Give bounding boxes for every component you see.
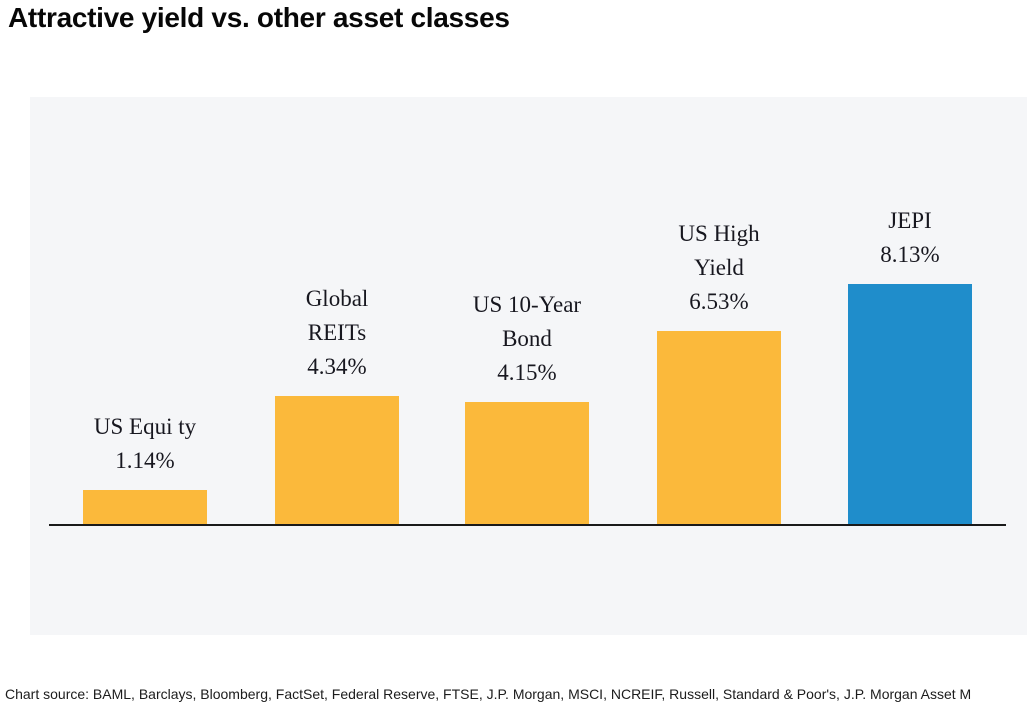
bar-us-equity (83, 490, 207, 524)
bar-label-us-equity: US Equi ty 1.14% (93, 414, 197, 473)
bar-jepi (848, 284, 972, 524)
bar-label-us-10-year-bond: US 10-Year Bond 4.15% (472, 292, 582, 385)
chart-panel: US Equi ty 1.14% Global REITs 4.34% US 10-Yea… (30, 97, 1027, 635)
bar-label-jepi: JEPI 8.13% (880, 208, 940, 267)
bar-global-reits (275, 396, 399, 524)
bar-us-10-year-bond (465, 402, 589, 524)
x-axis-line (49, 524, 1006, 526)
page-title: Attractive yield vs. other asset classes (8, 2, 510, 33)
bar-label-us-high-yield: US High Yield 6.53% (678, 221, 760, 314)
chart-source-note: Chart source: BAML, Barclays, Bloomberg,… (5, 686, 972, 702)
bar-us-high-yield (657, 331, 781, 524)
bar-label-global-reits: Global REITs 4.34% (305, 286, 369, 379)
bar-chart: US Equi ty 1.14% Global REITs 4.34% US 10-Yea… (30, 97, 1027, 635)
